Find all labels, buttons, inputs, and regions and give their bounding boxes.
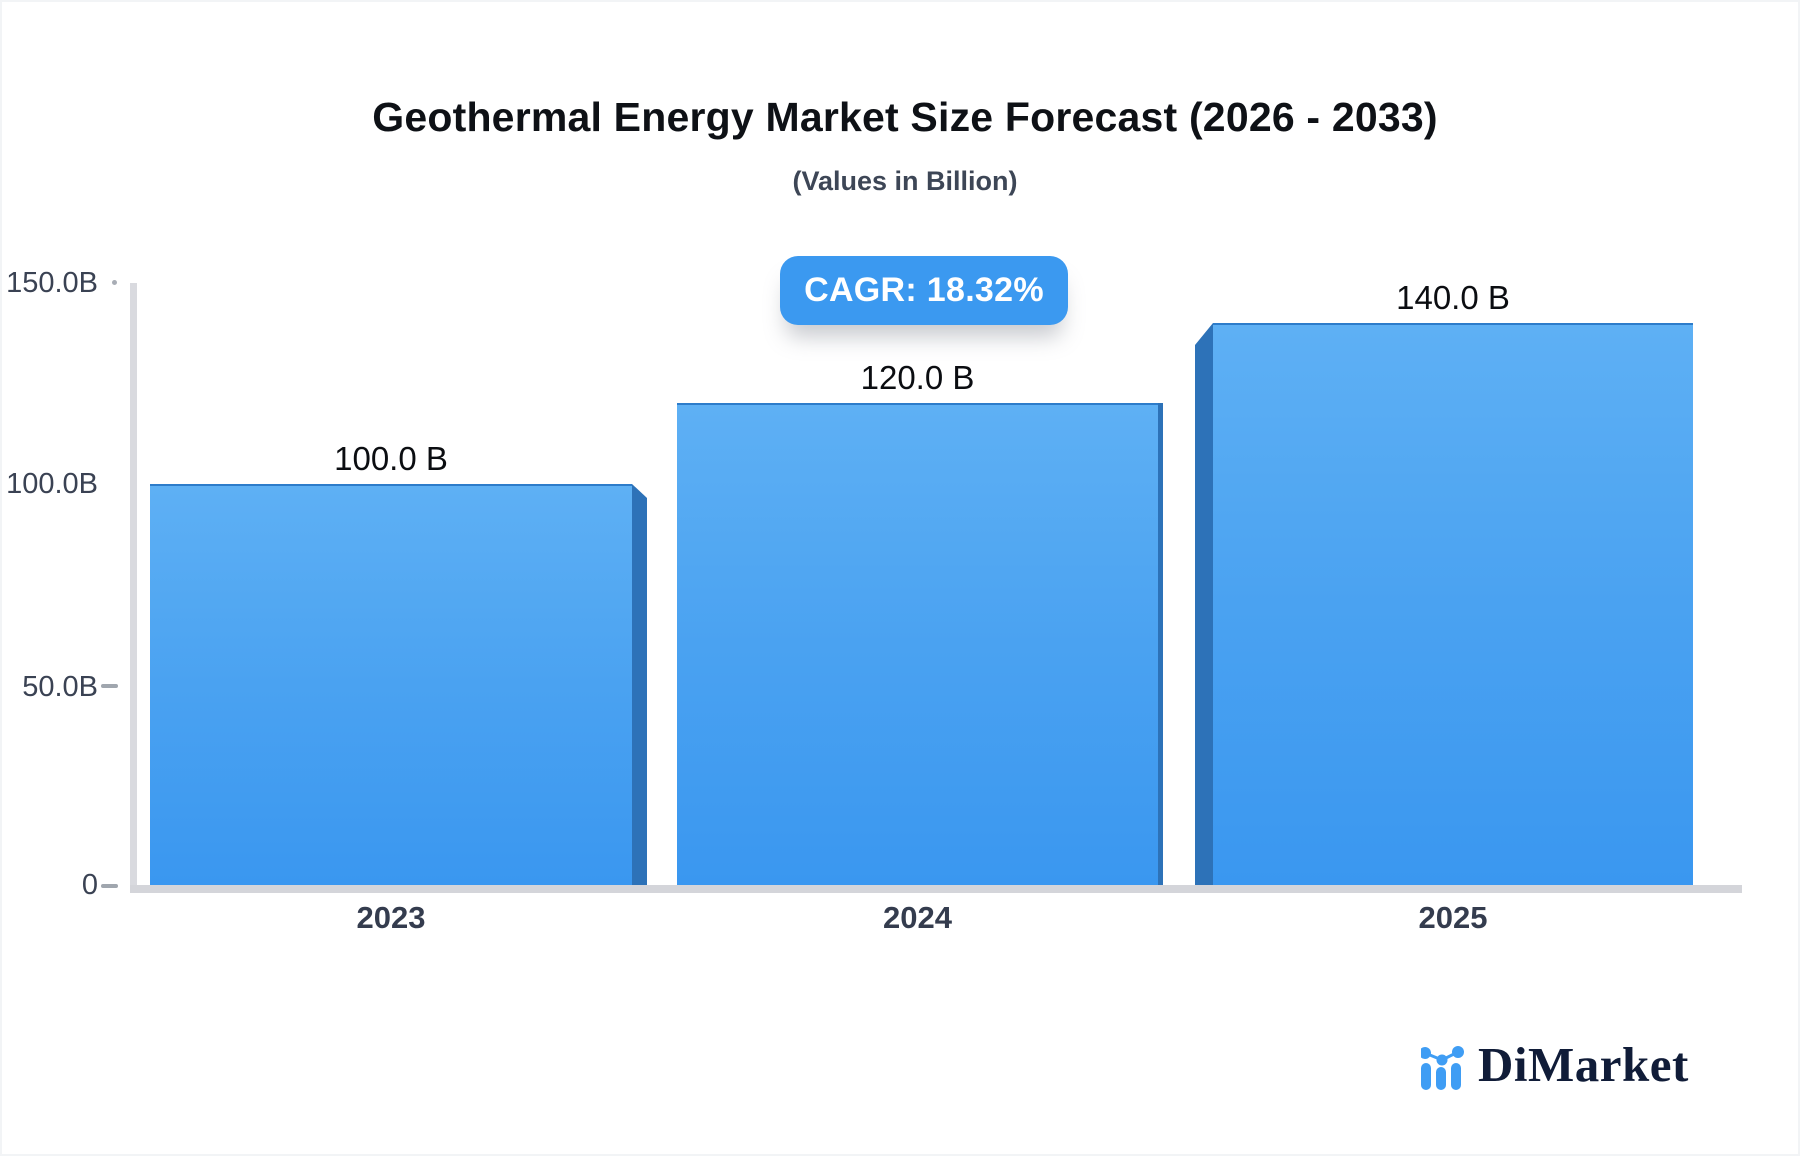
x-axis-label-2024: 2024 (883, 900, 952, 935)
brand-name: DiMarket (1478, 1037, 1689, 1092)
cagr-badge: CAGR: 18.32% (780, 256, 1068, 325)
y-tick-mark-0 (101, 884, 118, 888)
bar-2024 (677, 403, 1158, 885)
y-tick-label-150: 150.0B (6, 267, 98, 299)
chart-title: Geothermal Energy Market Size Forecast (… (372, 94, 1438, 140)
bar-value-2025: 140.0 B (1396, 279, 1510, 316)
y-tick-mark-150 (112, 280, 117, 285)
bar-chart-logo-icon (1421, 1046, 1464, 1090)
bar-2025 (1213, 323, 1693, 885)
y-tick-label-0: 0 (81, 869, 98, 901)
x-axis-label-2025: 2025 (1418, 900, 1488, 935)
chart-subtitle: (Values in Billion) (792, 166, 1018, 196)
y-tick-label-100: 100.0B (6, 468, 98, 500)
y-tick-label-50: 50.0B (22, 671, 98, 703)
bar-2023 (150, 484, 632, 885)
x-axis-line (130, 885, 1742, 893)
bar-value-2023: 100.0 B (334, 440, 448, 477)
bar-value-2024: 120.0 B (860, 359, 975, 396)
bar-2023-3d-side (632, 484, 647, 885)
bar-2024-right-edge (1158, 403, 1163, 885)
y-axis-line (130, 283, 137, 891)
cagr-badge-label: CAGR: 18.32% (804, 271, 1044, 309)
y-tick-mark-50 (101, 684, 118, 688)
brand-logo: DiMarket (1421, 1040, 1689, 1090)
bar-2025-3d-side (1195, 323, 1213, 885)
x-axis-label-2023: 2023 (356, 900, 426, 935)
